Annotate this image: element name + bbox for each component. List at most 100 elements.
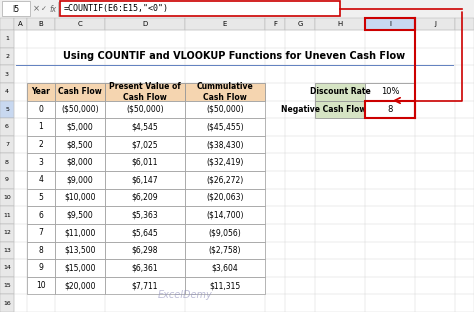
Text: $8,500: $8,500 xyxy=(67,140,93,149)
Text: $3,604: $3,604 xyxy=(211,263,238,272)
Bar xyxy=(105,118,185,136)
Text: fx: fx xyxy=(49,4,56,13)
Bar xyxy=(185,241,265,259)
Bar xyxy=(0,118,14,136)
Text: ExcelDemy: ExcelDemy xyxy=(158,290,212,300)
Text: ($14,700): ($14,700) xyxy=(206,211,244,220)
Bar xyxy=(105,206,185,224)
Bar xyxy=(365,83,415,100)
Text: Present Value of
Cash Flow: Present Value of Cash Flow xyxy=(109,82,181,102)
Bar xyxy=(0,241,14,259)
Text: =COUNTIF(E6:E15,"<0"): =COUNTIF(E6:E15,"<0") xyxy=(64,4,169,13)
Text: 4: 4 xyxy=(38,175,44,184)
Text: Negative Cash Flow (Years): Negative Cash Flow (Years) xyxy=(281,105,399,114)
Bar xyxy=(55,118,105,136)
Text: ($45,455): ($45,455) xyxy=(206,122,244,131)
Text: Using COUNTIF and VLOOKUP Functions for Uneven Cash Flow: Using COUNTIF and VLOOKUP Functions for … xyxy=(64,51,406,61)
Text: $4,545: $4,545 xyxy=(132,122,158,131)
Text: ×: × xyxy=(33,4,39,13)
Text: C: C xyxy=(78,21,82,27)
Bar xyxy=(27,259,55,277)
Text: 5: 5 xyxy=(38,193,44,202)
Bar xyxy=(0,100,14,118)
Bar xyxy=(0,136,14,154)
Text: ✓: ✓ xyxy=(41,6,47,12)
Text: 14: 14 xyxy=(3,266,11,271)
Text: 5: 5 xyxy=(5,107,9,112)
Bar xyxy=(27,277,55,295)
Text: $7,711: $7,711 xyxy=(132,281,158,290)
Bar xyxy=(14,18,27,30)
Bar xyxy=(55,18,105,30)
Bar xyxy=(27,154,55,171)
Text: ($20,063): ($20,063) xyxy=(206,193,244,202)
Text: 0: 0 xyxy=(38,105,44,114)
Bar xyxy=(27,206,55,224)
Text: 3: 3 xyxy=(38,158,44,167)
Bar xyxy=(105,171,185,189)
Text: $11,315: $11,315 xyxy=(210,281,241,290)
Text: $6,361: $6,361 xyxy=(132,263,158,272)
Text: $5,645: $5,645 xyxy=(132,228,158,237)
Text: 13: 13 xyxy=(3,248,11,253)
Text: Year: Year xyxy=(32,87,50,96)
Bar xyxy=(55,100,105,118)
Bar xyxy=(285,18,315,30)
Bar xyxy=(55,154,105,171)
Bar xyxy=(105,83,185,100)
Text: 6: 6 xyxy=(5,124,9,129)
Text: 6: 6 xyxy=(38,211,44,220)
Text: $15,000: $15,000 xyxy=(64,263,96,272)
Text: 7: 7 xyxy=(38,228,44,237)
Bar xyxy=(315,100,365,118)
Bar xyxy=(105,224,185,241)
Text: $5,000: $5,000 xyxy=(67,122,93,131)
Bar xyxy=(0,189,14,206)
Text: $9,000: $9,000 xyxy=(67,175,93,184)
Bar xyxy=(365,18,415,30)
Bar xyxy=(55,259,105,277)
Bar xyxy=(185,118,265,136)
Text: ($50,000): ($50,000) xyxy=(126,105,164,114)
Text: $13,500: $13,500 xyxy=(64,246,96,255)
Bar xyxy=(27,100,55,118)
Bar xyxy=(0,48,14,65)
Text: ($2,758): ($2,758) xyxy=(209,246,241,255)
Bar xyxy=(0,18,14,30)
Bar xyxy=(55,241,105,259)
Text: 3: 3 xyxy=(5,71,9,76)
Bar xyxy=(27,224,55,241)
Text: 1: 1 xyxy=(38,122,44,131)
Text: F: F xyxy=(273,21,277,27)
Bar xyxy=(55,206,105,224)
Text: ($38,430): ($38,430) xyxy=(206,140,244,149)
Text: I5: I5 xyxy=(12,4,19,13)
Bar xyxy=(105,259,185,277)
Text: 10%: 10% xyxy=(381,87,399,96)
Bar xyxy=(185,154,265,171)
Bar xyxy=(27,118,55,136)
Text: 12: 12 xyxy=(3,230,11,235)
Text: $10,000: $10,000 xyxy=(64,193,96,202)
Text: D: D xyxy=(142,21,147,27)
Bar xyxy=(55,171,105,189)
Bar xyxy=(27,171,55,189)
Bar xyxy=(185,136,265,154)
Bar xyxy=(315,18,365,30)
Text: Cummulative
Cash Flow: Cummulative Cash Flow xyxy=(197,82,254,102)
Bar xyxy=(0,171,14,189)
Bar xyxy=(105,100,185,118)
Text: 2: 2 xyxy=(38,140,44,149)
Bar xyxy=(55,83,105,100)
Text: $20,000: $20,000 xyxy=(64,281,96,290)
Text: J: J xyxy=(434,21,436,27)
Text: 9: 9 xyxy=(5,177,9,182)
Text: 9: 9 xyxy=(38,263,44,272)
Bar xyxy=(0,259,14,277)
Text: H: H xyxy=(337,21,343,27)
Text: 7: 7 xyxy=(5,142,9,147)
Text: 10: 10 xyxy=(36,281,46,290)
Text: ($50,000): ($50,000) xyxy=(61,105,99,114)
Bar xyxy=(185,171,265,189)
Text: I: I xyxy=(389,21,391,27)
